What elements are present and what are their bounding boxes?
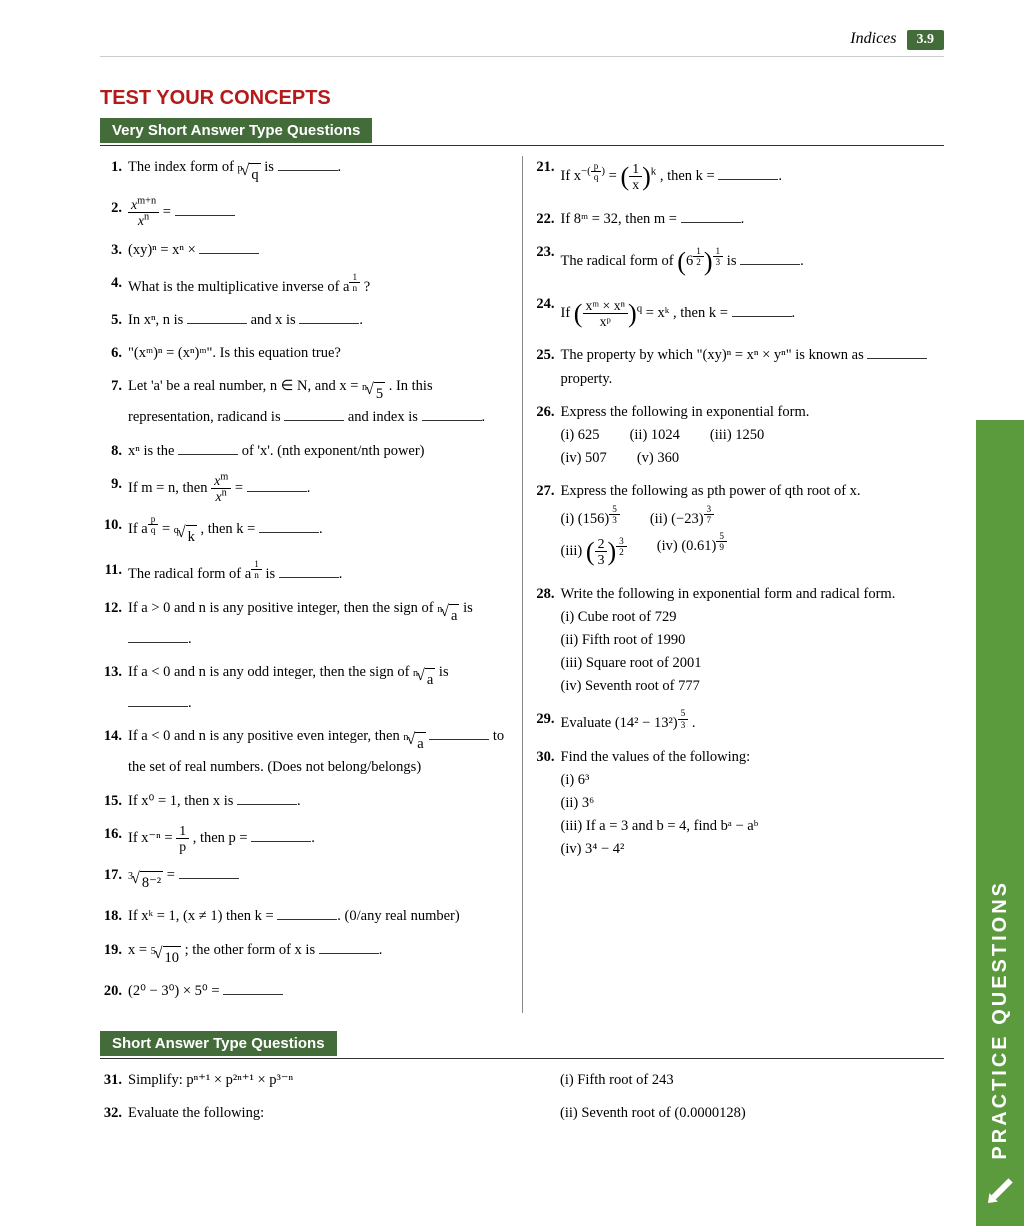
- question-columns: 1. The index form of p√q is . 2. xm+nxn …: [100, 156, 944, 1013]
- q8: 8. xⁿ is the of 'x'. (nth exponent/nth p…: [100, 440, 512, 463]
- column-right-2: (i) Fifth root of 243 (ii) Seventh root …: [522, 1069, 944, 1135]
- page: Indices 3.9 TEST YOUR CONCEPTS Very Shor…: [0, 0, 1024, 1226]
- q3: 3. (xy)ⁿ = xⁿ ×: [100, 239, 512, 262]
- q20: 20. (2⁰ − 3⁰) × 5⁰ =: [100, 980, 512, 1003]
- column-right: 21. If x−(pq) = 1xk , then k = . 22. If …: [523, 156, 945, 1013]
- q10: 10. If apq = q√k , then k = .: [100, 514, 512, 549]
- q28: 28. Write the following in exponential f…: [533, 583, 945, 699]
- section-heading-very-short: Very Short Answer Type Questions: [100, 118, 372, 143]
- q22: 22. If 8ᵐ = 32, then m = .: [533, 208, 945, 231]
- q18: 18. If xᵏ = 1, (x ≠ 1) then k = . (0/any…: [100, 905, 512, 928]
- chapter-number-badge: 3.9: [907, 30, 945, 50]
- q9: 9. If m = n, then xmxn = .: [100, 473, 512, 504]
- q12: 12. If a > 0 and n is any positive integ…: [100, 597, 512, 651]
- q24: 24. If xᵐ × xⁿxᵖq = xᵏ , then k = .: [533, 293, 945, 335]
- chapter-header: Indices 3.9: [100, 30, 944, 57]
- q30: 30. Find the values of the following: (i…: [533, 746, 945, 862]
- column-left-2: 31. Simplify: pⁿ⁺¹ × p²ⁿ⁺¹ × p³⁻ⁿ 32. Ev…: [100, 1069, 522, 1135]
- q27: 27. Express the following as pth power o…: [533, 480, 945, 572]
- q4: 4. What is the multiplicative inverse of…: [100, 272, 512, 299]
- divider: [100, 145, 944, 146]
- chapter-title: Indices: [850, 30, 896, 47]
- q26: 26. Express the following in exponential…: [533, 401, 945, 471]
- q16: 16. If x⁻ⁿ = 1p , then p = .: [100, 823, 512, 854]
- q15: 15. If x⁰ = 1, then x is .: [100, 790, 512, 813]
- q5: 5. In xⁿ, n is and x is .: [100, 309, 512, 332]
- q6: 6. "(xᵐ)ⁿ = (xⁿ)ᵐ". Is this equation tru…: [100, 342, 512, 365]
- side-label: PRACTICE QUESTIONS: [989, 880, 1012, 1160]
- q13: 13. If a < 0 and n is any odd integer, t…: [100, 661, 512, 715]
- q7: 7. Let 'a' be a real number, n ∈ N, and …: [100, 375, 512, 429]
- section-heading-short: Short Answer Type Questions: [100, 1031, 337, 1056]
- q11: 11. The radical form of a1n is .: [100, 559, 512, 586]
- q14: 14. If a < 0 and n is any positive even …: [100, 725, 512, 779]
- q17: 17. 3√8⁻² =: [100, 864, 512, 895]
- divider: [100, 1058, 944, 1059]
- side-tab: PRACTICE QUESTIONS: [976, 420, 1024, 1226]
- pencil-icon: [979, 1170, 1021, 1212]
- main-title: TEST YOUR CONCEPTS: [100, 87, 944, 110]
- q19: 19. x = 5√10 ; the other form of x is .: [100, 939, 512, 970]
- section2-columns: 31. Simplify: pⁿ⁺¹ × p²ⁿ⁺¹ × p³⁻ⁿ 32. Ev…: [100, 1069, 944, 1135]
- q32-ii: (ii) Seventh root of (0.0000128): [532, 1102, 944, 1125]
- q21: 21. If x−(pq) = 1xk , then k = .: [533, 156, 945, 198]
- q32: 32. Evaluate the following:: [100, 1102, 512, 1125]
- q2: 2. xm+nxn =: [100, 197, 512, 228]
- q1: 1. The index form of p√q is .: [100, 156, 512, 187]
- q29: 29. Evaluate (14² − 13²)53 .: [533, 708, 945, 735]
- column-left: 1. The index form of p√q is . 2. xm+nxn …: [100, 156, 523, 1013]
- q31: 31. Simplify: pⁿ⁺¹ × p²ⁿ⁺¹ × p³⁻ⁿ: [100, 1069, 512, 1092]
- q32-i: (i) Fifth root of 243: [532, 1069, 944, 1092]
- q23: 23. The radical form of 61213 is .: [533, 241, 945, 283]
- q25: 25. The property by which "(xy)ⁿ = xⁿ × …: [533, 344, 945, 390]
